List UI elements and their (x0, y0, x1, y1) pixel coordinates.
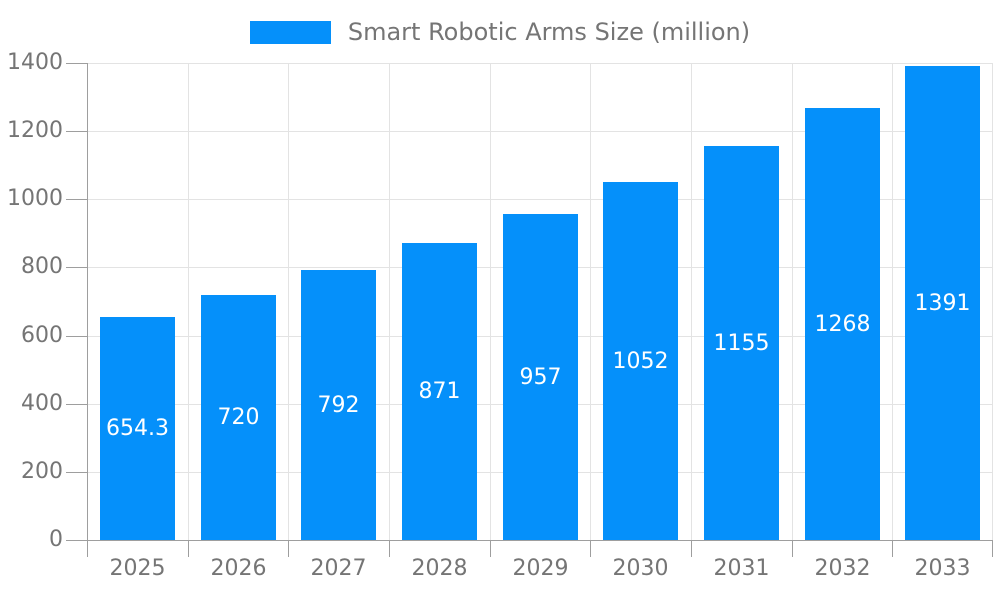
h-gridline (87, 131, 993, 132)
y-axis-tick (66, 131, 87, 132)
y-axis-tick (66, 267, 87, 268)
bar-2028[interactable]: 871 (402, 243, 477, 540)
x-axis-tick (288, 541, 289, 557)
bar-value-label: 957 (519, 364, 562, 390)
x-axis-tick-label: 2026 (210, 556, 267, 581)
bar-2033[interactable]: 1391 (905, 66, 980, 540)
v-gridline (188, 63, 189, 540)
bar-2031[interactable]: 1155 (704, 146, 779, 540)
bar-2032[interactable]: 1268 (805, 108, 880, 540)
x-axis-tick-label: 2028 (411, 556, 468, 581)
v-gridline (992, 63, 993, 540)
y-axis-tick-label: 1000 (7, 186, 63, 211)
plot-area: 0 200 400 600 800 1000 1200 1400 654.3 2025 720 202… (7, 50, 993, 581)
x-axis-tick (992, 541, 993, 557)
bar-2030[interactable]: 1052 (603, 182, 678, 540)
x-axis-tick (87, 541, 88, 557)
y-axis-tick-label: 800 (21, 254, 63, 279)
y-axis-tick (66, 199, 87, 200)
legend-swatch (249, 20, 331, 44)
v-gridline (892, 63, 893, 540)
h-gridline (87, 63, 993, 64)
x-axis-tick-label: 2031 (713, 556, 770, 581)
y-axis-tick-label: 600 (21, 323, 63, 348)
bar-value-label: 720 (217, 405, 260, 430)
x-axis-tick-label: 2033 (914, 556, 971, 581)
y-axis-tick (66, 472, 87, 473)
v-gridline (590, 63, 591, 540)
bar-2026[interactable]: 720 (201, 295, 276, 540)
y-axis-tick (66, 63, 87, 64)
x-axis-tick (389, 541, 390, 557)
y-axis-tick-label: 1400 (7, 50, 63, 75)
bar-value-label: 1052 (612, 348, 669, 374)
v-gridline (288, 63, 289, 540)
x-axis-tick (691, 541, 692, 557)
x-axis-tick (792, 541, 793, 557)
legend-label: Smart Robotic Arms Size (million) (347, 18, 751, 46)
x-axis-tick (892, 541, 893, 557)
bar-value-label: 1268 (814, 311, 871, 337)
y-axis-tick-label: 0 (49, 527, 63, 552)
v-gridline (792, 63, 793, 540)
x-axis-tick (490, 541, 491, 557)
y-axis-tick-label: 200 (21, 459, 63, 484)
bar-value-label: 654.3 (106, 416, 169, 441)
bar-2025[interactable]: 654.3 (100, 317, 175, 540)
y-axis-tick (66, 336, 87, 337)
v-gridline (490, 63, 491, 540)
y-axis-tick-label: 400 (21, 391, 63, 416)
x-axis-tick (188, 541, 189, 557)
bar-value-label: 871 (418, 379, 461, 404)
y-axis-tick-label: 1200 (7, 118, 63, 143)
v-gridline (389, 63, 390, 540)
bar-2027[interactable]: 792 (301, 270, 376, 540)
x-axis-tick-label: 2029 (512, 556, 569, 581)
legend[interactable]: Smart Robotic Arms Size (million) (0, 17, 1000, 47)
bar-value-label: 1155 (713, 330, 770, 356)
x-axis-tick-label: 2025 (109, 556, 166, 581)
bar-value-label: 792 (317, 392, 360, 418)
x-axis-tick-label: 2032 (814, 556, 871, 581)
h-gridline (87, 199, 993, 200)
v-gridline (691, 63, 692, 540)
x-axis-tick-label: 2030 (612, 556, 669, 581)
x-axis-tick (590, 541, 591, 557)
bar-value-label: 1391 (914, 290, 971, 316)
y-axis-tick (66, 404, 87, 405)
bar-2029[interactable]: 957 (503, 214, 578, 540)
y-axis-line (87, 63, 88, 540)
x-axis-line (66, 540, 993, 541)
x-axis-tick-label: 2027 (310, 556, 367, 581)
